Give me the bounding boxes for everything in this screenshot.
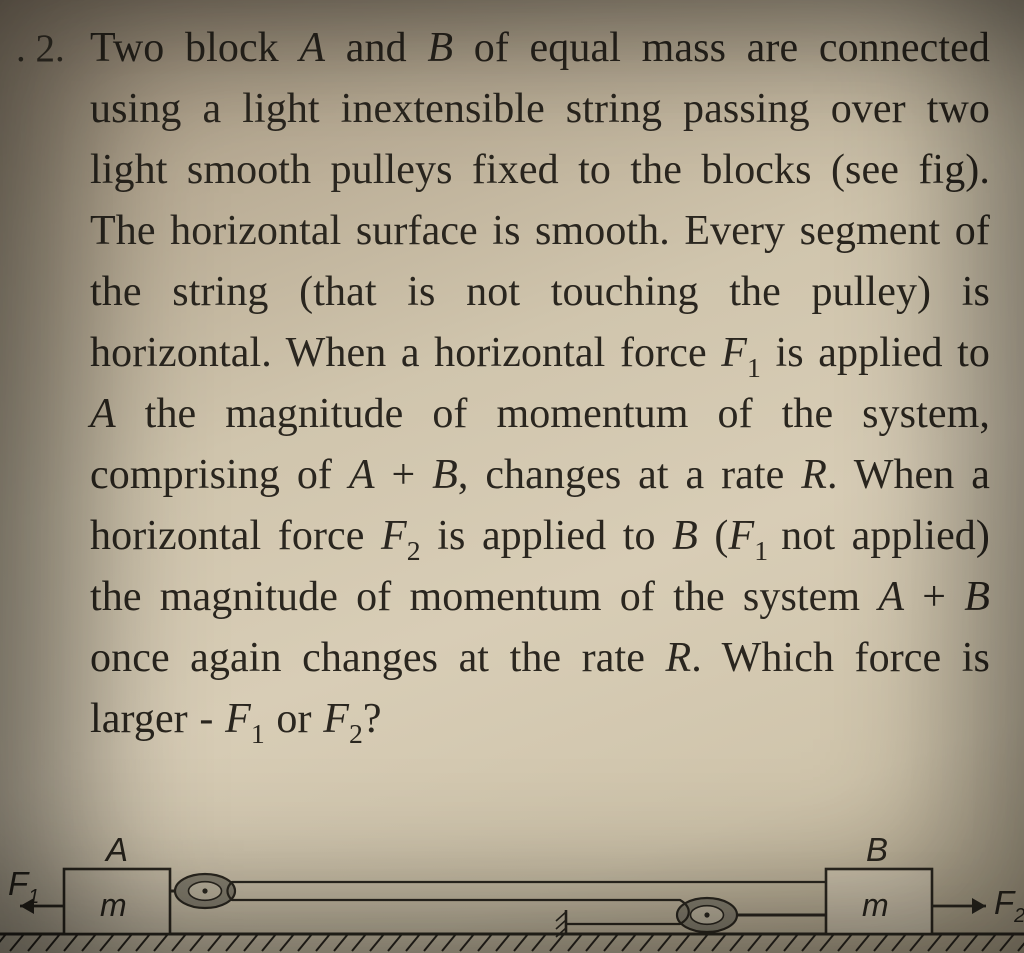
force-f2-label: F2 <box>994 884 1024 927</box>
block-a-mass-label: m <box>100 887 127 923</box>
pulley-b-pin <box>704 912 709 917</box>
block-a-label: A <box>104 831 128 868</box>
block-b-mass-label: m <box>862 887 889 923</box>
question-text: Two block A and B of equal mass are conn… <box>90 18 990 750</box>
question-number: . 2. <box>14 18 90 80</box>
pulley-a-pin <box>202 888 207 893</box>
ground-hatching <box>0 934 1024 951</box>
figure: AmBmF1F2 <box>0 813 1024 953</box>
force-f1-label: F1 <box>8 865 39 908</box>
block-b-label: B <box>866 831 888 868</box>
force-f2-arrow-head <box>972 898 986 914</box>
